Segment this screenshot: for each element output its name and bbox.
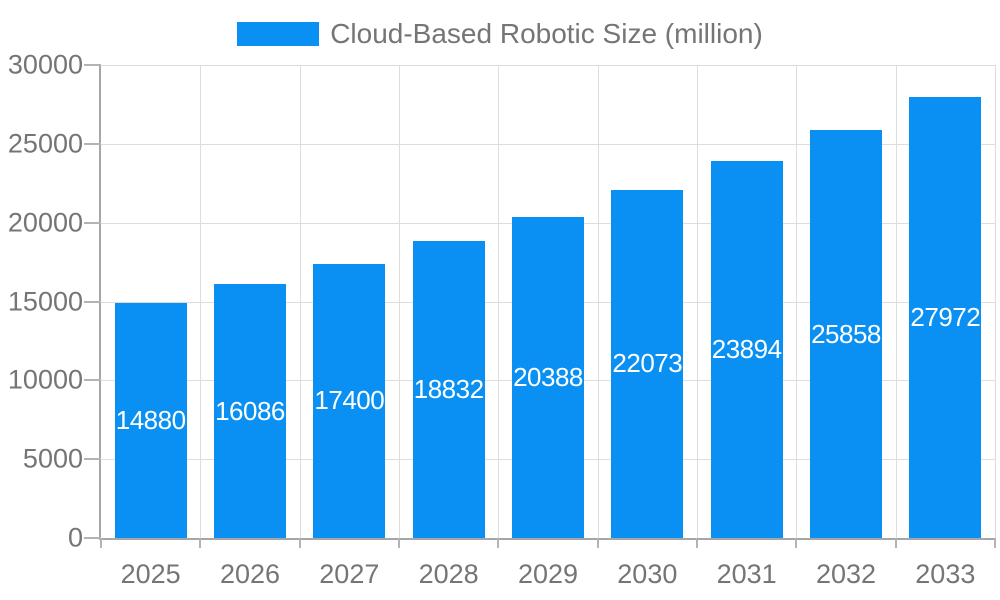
gridline-horizontal bbox=[101, 65, 995, 66]
bar-value-label: 23894 bbox=[711, 334, 782, 365]
gridline-vertical bbox=[300, 65, 301, 538]
x-axis-tick bbox=[398, 538, 400, 548]
bar: 27972 bbox=[909, 96, 982, 538]
legend-swatch bbox=[237, 22, 320, 46]
bar: 22073 bbox=[611, 189, 684, 538]
y-axis-tick bbox=[84, 64, 101, 66]
x-axis-tick bbox=[299, 538, 301, 548]
bar: 14880 bbox=[114, 303, 187, 538]
gridline-vertical bbox=[697, 65, 698, 538]
y-axis-tick-label: 10000 bbox=[7, 364, 83, 395]
y-axis-tick bbox=[84, 142, 101, 145]
y-axis-line bbox=[99, 65, 101, 540]
x-axis-tick bbox=[597, 538, 599, 548]
bar: 25858 bbox=[810, 130, 882, 538]
y-axis-tick-label: 20000 bbox=[7, 207, 83, 238]
bar-value-label: 18832 bbox=[413, 374, 484, 405]
bar-value-label: 16086 bbox=[215, 395, 285, 426]
gridline-vertical bbox=[498, 65, 499, 538]
y-axis-tick-label: 15000 bbox=[7, 286, 83, 316]
bar-value-label: 22073 bbox=[612, 348, 683, 379]
y-axis-tick bbox=[84, 458, 101, 461]
x-axis-tick bbox=[100, 538, 102, 548]
x-axis-tick bbox=[199, 538, 201, 548]
chart-legend: Cloud-Based Robotic Size (million) bbox=[0, 18, 1000, 50]
gridline-vertical bbox=[995, 65, 996, 538]
gridline-vertical bbox=[796, 65, 797, 538]
plot-area: 14880 16086 17400 18832 20388 22073 23894 25858… bbox=[101, 65, 996, 538]
bar: 20388 bbox=[512, 216, 584, 538]
x-axis-tick-label: 2025 bbox=[120, 559, 181, 589]
gridline-horizontal bbox=[101, 143, 995, 145]
y-axis-tick-label: 25000 bbox=[7, 128, 83, 159]
bar: 17400 bbox=[313, 263, 386, 538]
x-axis-tick-label: 2027 bbox=[319, 559, 380, 589]
x-axis-tick-label: 2026 bbox=[219, 559, 281, 589]
x-axis-tick-label: 2031 bbox=[716, 559, 777, 589]
gridline-vertical bbox=[399, 65, 400, 538]
legend-title: Cloud-Based Robotic Size (million) bbox=[330, 18, 763, 49]
gridline-vertical bbox=[598, 65, 599, 538]
bar-value-label: 27972 bbox=[910, 301, 981, 332]
bar-value-label: 25858 bbox=[811, 318, 881, 349]
y-axis-tick bbox=[84, 379, 101, 382]
x-axis-tick-label: 2029 bbox=[517, 559, 579, 589]
y-axis-tick-label: 5000 bbox=[22, 443, 83, 474]
gridline-vertical bbox=[896, 65, 897, 538]
x-axis-tick bbox=[497, 538, 499, 548]
bar-value-label: 20388 bbox=[513, 361, 583, 392]
gridline-vertical bbox=[200, 65, 201, 538]
x-axis-tick-label: 2032 bbox=[815, 559, 877, 589]
y-axis-tick bbox=[84, 300, 101, 303]
y-axis-tick bbox=[84, 221, 101, 224]
x-axis-tick-label: 2030 bbox=[617, 559, 678, 589]
x-axis-line bbox=[99, 538, 995, 540]
bar: 16086 bbox=[214, 284, 286, 538]
x-axis-tick-label: 2033 bbox=[915, 559, 976, 589]
x-axis-tick-label: 2028 bbox=[418, 559, 479, 589]
bar: 18832 bbox=[412, 241, 485, 538]
x-axis-tick bbox=[994, 538, 996, 548]
bar-value-label: 14880 bbox=[115, 405, 186, 436]
x-axis-tick bbox=[795, 538, 797, 548]
y-axis-tick bbox=[84, 537, 101, 539]
y-axis-tick-label: 30000 bbox=[7, 49, 83, 80]
x-axis-tick bbox=[696, 538, 698, 548]
bar-value-label: 17400 bbox=[314, 385, 385, 416]
x-axis-tick bbox=[895, 538, 897, 548]
bar: 23894 bbox=[710, 161, 783, 538]
y-axis-tick-label: 0 bbox=[67, 522, 83, 553]
